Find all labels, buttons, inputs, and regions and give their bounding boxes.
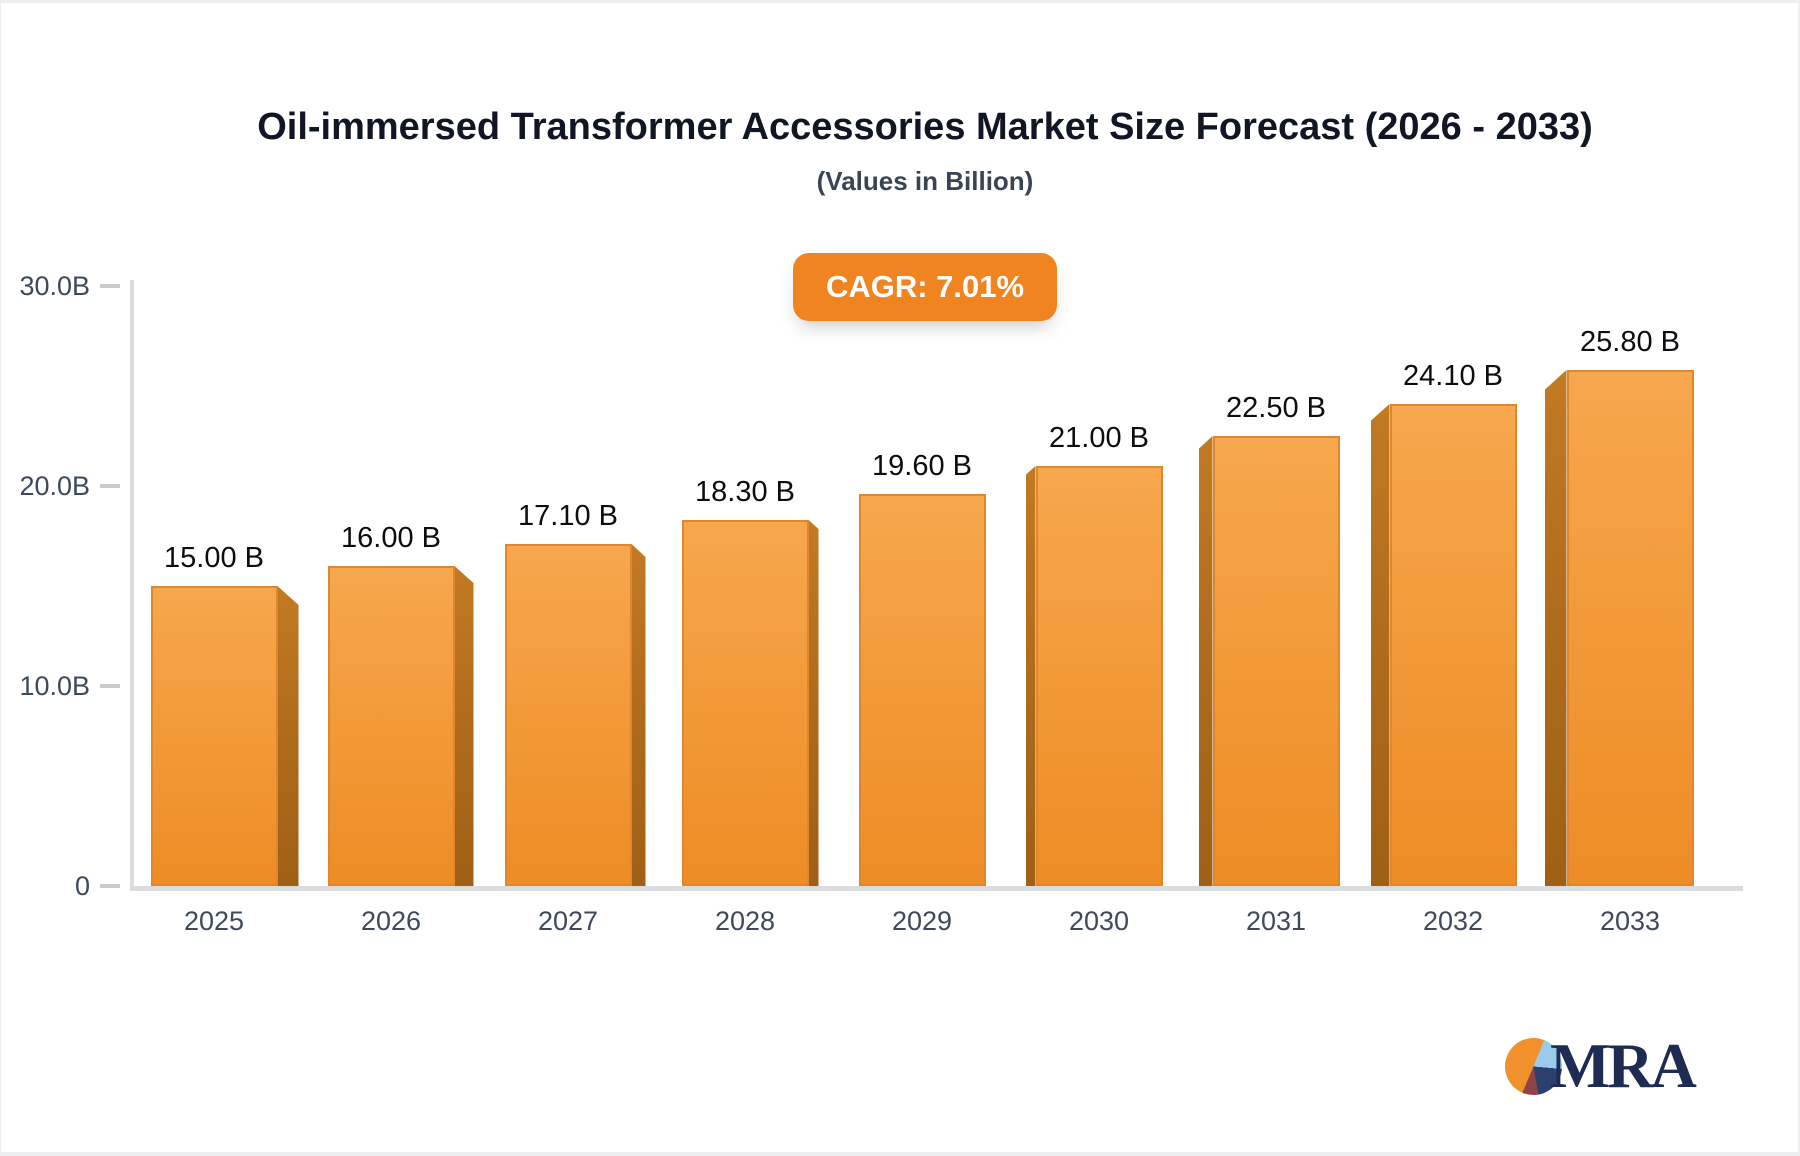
x-tick-label-2033: 2033 [1599, 906, 1661, 936]
bar-side-2028 [808, 520, 819, 886]
bar-side-2031 [1198, 436, 1213, 886]
bar-2028 [681, 520, 809, 886]
bar-value-label-2030: 21.00 B [1049, 422, 1149, 454]
y-tick-dash-10.0B [100, 684, 120, 688]
x-tick-label-2026: 2026 [360, 906, 422, 936]
y-tick-label-30.0B: 30.0B [19, 271, 90, 301]
bar-2030 [1035, 466, 1163, 886]
bar-value-label-2032: 24.10 B [1403, 360, 1503, 392]
bar-side-2027 [631, 544, 646, 886]
y-axis-line [130, 280, 134, 888]
logo-text: MRA [1550, 1030, 1697, 1101]
bar-side-2026 [454, 566, 474, 886]
bar-value-label-2027: 17.10 B [518, 500, 618, 532]
y-tick-label-0: 0 [74, 871, 90, 901]
bar-2033 [1566, 370, 1694, 886]
x-tick-label-2030: 2030 [1068, 906, 1130, 936]
bar-2032 [1389, 404, 1517, 886]
page-top-border [0, 0, 1800, 3]
bar-2029 [858, 494, 986, 886]
bar-value-label-2033: 25.80 B [1580, 326, 1680, 358]
y-tick-label-20.0B: 20.0B [19, 471, 90, 501]
y-tick-dash-0 [100, 884, 120, 888]
bar-value-label-2025: 15.00 B [164, 542, 264, 574]
x-tick-label-2032: 2032 [1422, 906, 1484, 936]
y-tick-dash-20.0B [100, 484, 120, 488]
x-tick-label-2028: 2028 [714, 906, 776, 936]
bar-side-2032 [1370, 404, 1390, 886]
bar-2031 [1212, 436, 1340, 886]
x-axis-baseline [130, 886, 1743, 891]
bar-value-label-2028: 18.30 B [695, 476, 795, 508]
bar-value-label-2029: 19.60 B [872, 450, 972, 482]
bar-side-2033 [1544, 370, 1567, 886]
chart-subtitle: (Values in Billion) [816, 166, 1034, 196]
cagr-badge-label: CAGR: 7.01% [825, 269, 1025, 304]
pie-chart-logo-icon [1505, 1037, 1562, 1095]
chart-title: Oil-immersed Transformer Accessories Mar… [257, 106, 1593, 148]
bar-side-2025 [277, 586, 299, 886]
page-right-border [1798, 0, 1800, 1156]
page-left-border [0, 0, 1, 1156]
page-bottom-border [0, 1152, 1800, 1156]
y-tick-dash-30.0B [100, 284, 120, 288]
cagr-badge: CAGR: 7.01% [793, 253, 1057, 321]
x-tick-label-2031: 2031 [1245, 906, 1307, 936]
x-tick-label-2027: 2027 [537, 906, 599, 936]
x-tick-label-2029: 2029 [891, 906, 953, 936]
bar-value-label-2026: 16.00 B [341, 522, 441, 554]
bar-value-label-2031: 22.50 B [1226, 392, 1326, 424]
bar-2027 [504, 544, 632, 886]
x-tick-label-2025: 2025 [183, 906, 245, 936]
mra-logo: MRA [1505, 1030, 1697, 1101]
bar-2026 [327, 566, 455, 886]
bar-side-2030 [1025, 466, 1036, 886]
bar-2025 [150, 586, 278, 886]
y-tick-label-10.0B: 10.0B [19, 671, 90, 701]
